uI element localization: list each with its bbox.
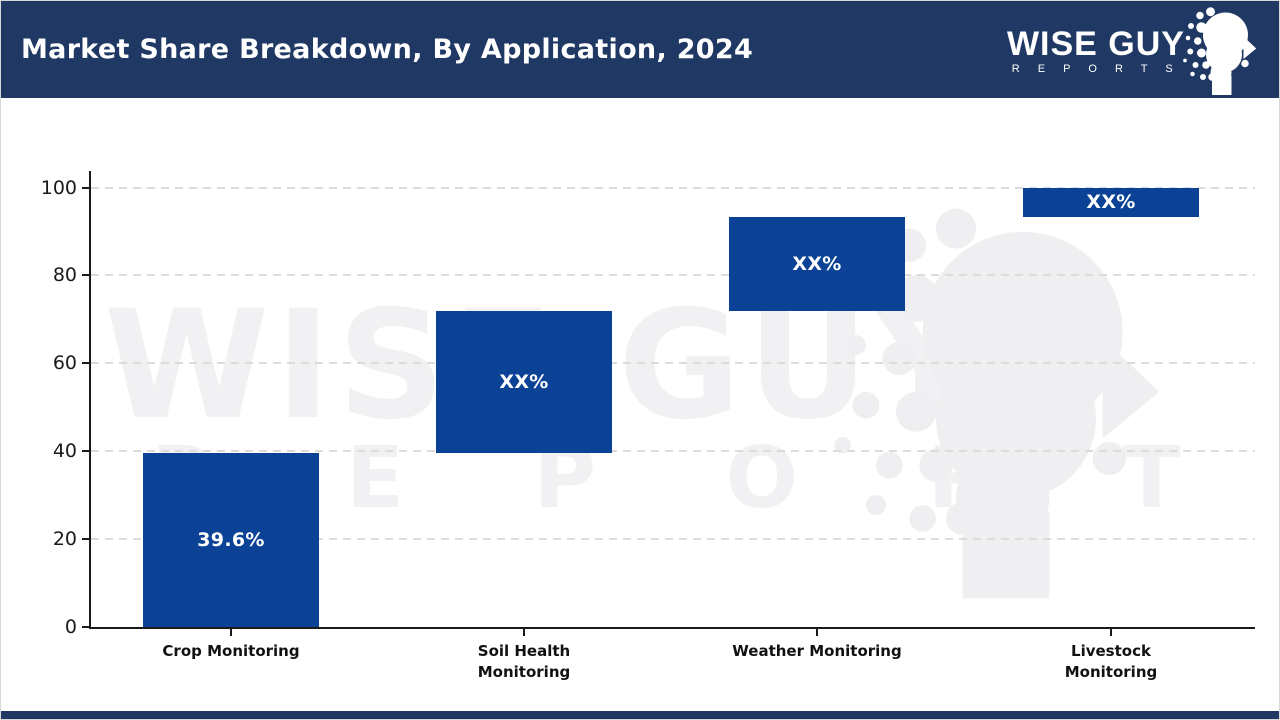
x-tick-mark <box>1110 629 1112 636</box>
footer-bar <box>1 711 1279 719</box>
y-tick-label: 80 <box>52 264 77 287</box>
y-tick-label: 20 <box>52 528 77 551</box>
bar-segment: XX% <box>436 310 612 453</box>
y-tick-label: 40 <box>52 440 77 463</box>
bar-value-label: XX% <box>792 252 842 275</box>
y-tick-mark <box>82 274 89 277</box>
y-axis-line <box>89 171 91 629</box>
y-tick-label: 100 <box>40 176 77 199</box>
gridline <box>91 186 1255 189</box>
x-axis-line <box>89 627 1255 629</box>
logo-wordmark: WISE GUY <box>1006 24 1185 63</box>
y-tick-mark <box>82 186 89 189</box>
y-tick-mark <box>82 450 89 453</box>
logo-subtitle: R E P O R T S <box>1011 62 1181 75</box>
category-label: Crop Monitoring <box>162 642 300 660</box>
bar-segment: XX% <box>729 216 905 311</box>
y-tick-label: 0 <box>64 616 77 638</box>
gridline <box>91 362 1255 365</box>
bar-segment: XX% <box>1023 187 1199 217</box>
category-label: Weather Monitoring <box>732 642 902 660</box>
gridline <box>91 274 1255 277</box>
y-tick-label: 60 <box>52 352 77 375</box>
category-label: Soil Health Monitoring <box>477 642 571 681</box>
y-tick-mark <box>82 362 89 365</box>
gridline <box>91 450 1255 453</box>
y-tick-mark <box>82 626 89 628</box>
bar-value-label: XX% <box>499 370 549 393</box>
header: Market Share Breakdown, By Application, … <box>1 1 1279 98</box>
bar-value-label: XX% <box>1086 191 1136 213</box>
x-tick-mark <box>230 629 232 636</box>
x-tick-mark <box>523 629 525 636</box>
bar-segment: 39.6% <box>143 452 319 627</box>
bar-value-label: 39.6% <box>197 528 265 551</box>
dotted-face-icon <box>1183 7 1257 95</box>
wise-guy-reports-logo: WISE GUY R E P O R T S <box>1007 5 1269 95</box>
page-title: Market Share Breakdown, By Application, … <box>21 34 754 65</box>
gridline <box>91 538 1255 541</box>
category-label: Livestock Monitoring <box>1064 642 1158 681</box>
x-tick-mark <box>816 629 818 636</box>
y-tick-mark <box>82 538 89 541</box>
